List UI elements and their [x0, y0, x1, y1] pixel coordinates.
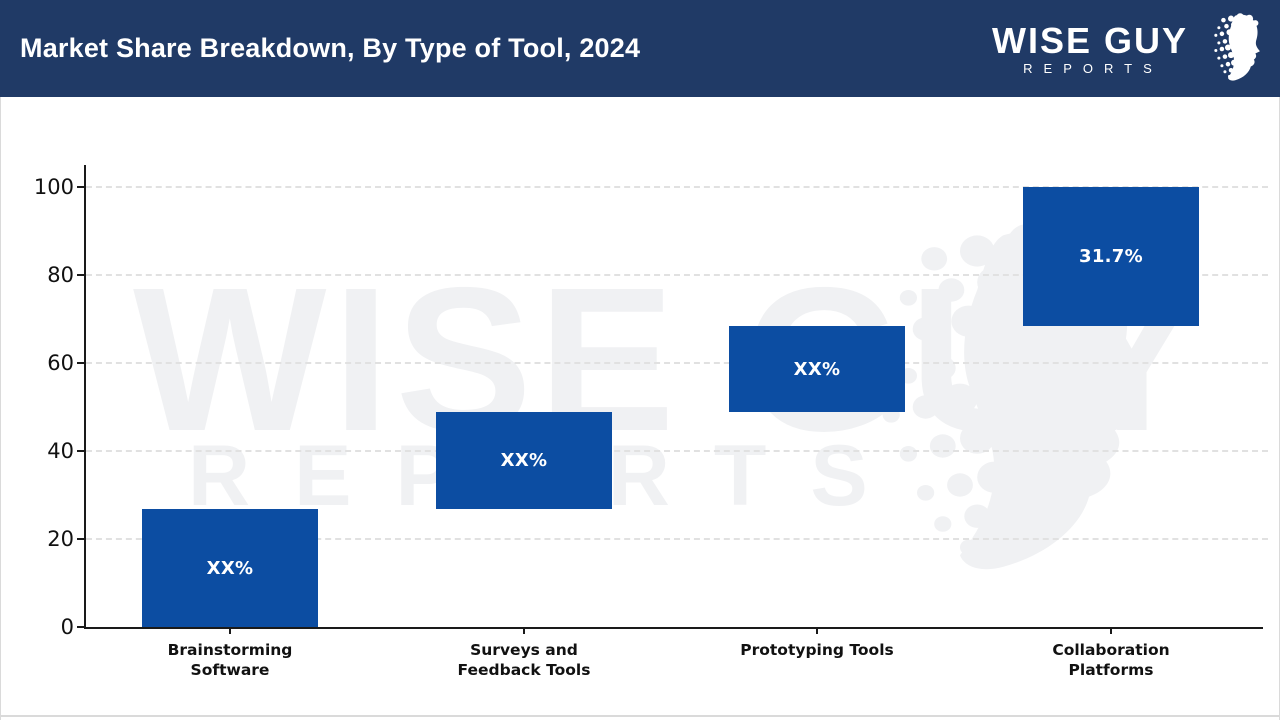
- x-category-label: Prototyping Tools: [740, 641, 894, 659]
- bar-segment: XX%: [142, 509, 318, 627]
- y-axis-line: [84, 165, 86, 629]
- bar-value-label: XX%: [206, 557, 254, 579]
- y-tick-label: 20: [47, 527, 74, 551]
- y-gridline: [86, 274, 1268, 276]
- y-tick-mark: [77, 274, 86, 276]
- bar-value-label: XX%: [500, 449, 548, 471]
- bar-segment: XX%: [436, 411, 612, 510]
- x-category-label: Surveys and Feedback Tools: [457, 641, 591, 679]
- x-axis-line: [84, 627, 1263, 629]
- left-edge-hairline: [0, 97, 1, 720]
- y-tick-mark: [77, 538, 86, 540]
- y-gridline: [86, 186, 1268, 188]
- bar-segment: 31.7%: [1023, 187, 1199, 327]
- bar-value-label: 31.7%: [1079, 246, 1143, 268]
- y-tick-mark: [77, 450, 86, 452]
- bar-value-label: XX%: [793, 358, 841, 380]
- y-gridline: [86, 450, 1268, 452]
- logo-wordmark: WISE GUY: [991, 19, 1188, 61]
- wise-guy-logo: WISE GUY REPORTS: [992, 8, 1266, 90]
- x-tick-mark: [523, 627, 525, 634]
- y-gridline: [86, 362, 1268, 364]
- bottom-edge-hairline: [0, 715, 1280, 717]
- x-tick-mark: [229, 627, 231, 634]
- x-tick-mark: [816, 627, 818, 634]
- chart-canvas: WISE GUY REPORTS 020406080100XX%Brainsto…: [0, 97, 1280, 720]
- y-tick-mark: [77, 362, 86, 364]
- x-category-label: Brainstorming Software: [167, 641, 293, 679]
- y-gridline: [86, 538, 1268, 540]
- logo-text: WISE GUY REPORTS: [991, 19, 1188, 77]
- y-tick-label: 100: [33, 175, 74, 199]
- y-tick-label: 40: [47, 439, 74, 463]
- y-tick-mark: [77, 626, 86, 628]
- logo-subtitle: REPORTS: [1023, 61, 1163, 77]
- page-title: Market Share Breakdown, By Type of Tool,…: [20, 33, 641, 63]
- header: Market Share Breakdown, By Type of Tool,…: [0, 0, 1280, 97]
- y-tick-label: 60: [47, 351, 74, 375]
- y-tick-label: 80: [47, 263, 74, 287]
- y-tick-mark: [77, 186, 86, 188]
- bar-segment: XX%: [729, 326, 905, 412]
- x-tick-mark: [1110, 627, 1112, 634]
- x-category-label: Collaboration Platforms: [1052, 641, 1170, 679]
- dotted-face-profile-icon: [1190, 11, 1266, 87]
- y-tick-label: 0: [60, 615, 74, 639]
